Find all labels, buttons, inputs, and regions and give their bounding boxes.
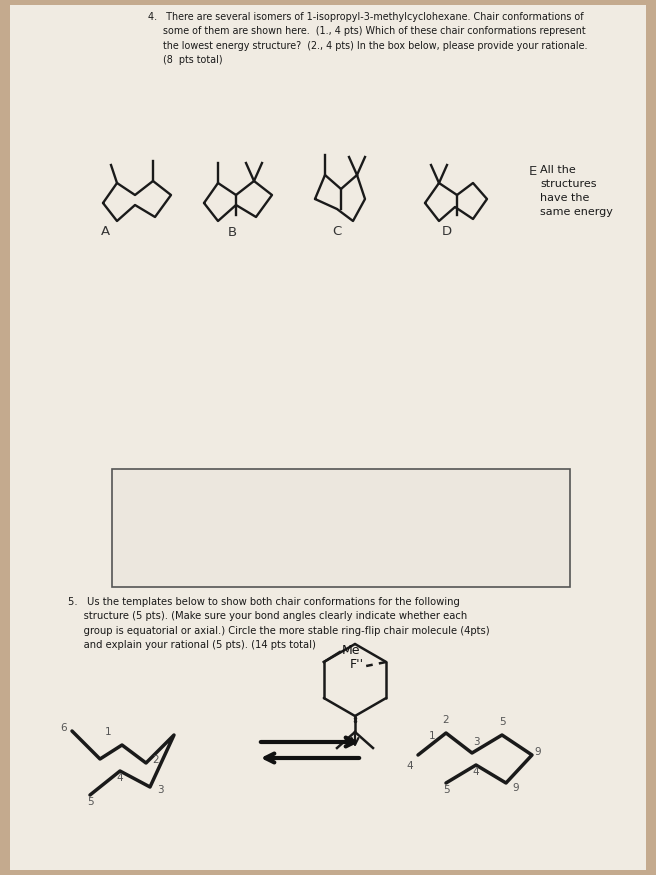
Text: E: E	[529, 165, 537, 178]
Text: 4: 4	[117, 773, 123, 783]
Text: 3: 3	[157, 785, 163, 795]
Text: 2: 2	[443, 715, 449, 725]
Text: 6: 6	[61, 723, 68, 733]
Text: 4: 4	[473, 767, 480, 777]
Text: 4: 4	[407, 761, 413, 771]
Text: 9: 9	[535, 747, 541, 757]
Text: 5.   Us the templates below to show both chair conformations for the following
 : 5. Us the templates below to show both c…	[68, 597, 489, 650]
Text: 4.   There are several isomers of 1-isopropyl-3-methylcyclohexane. Chair conform: 4. There are several isomers of 1-isopro…	[148, 12, 588, 66]
Text: All the
structures
have the
same energy: All the structures have the same energy	[540, 165, 613, 217]
Text: 2: 2	[153, 755, 159, 765]
Text: 5: 5	[499, 717, 505, 727]
Text: B: B	[228, 226, 237, 239]
Text: 5: 5	[443, 785, 449, 795]
Text: 9: 9	[513, 783, 520, 793]
Text: 1: 1	[428, 731, 436, 741]
Text: D: D	[442, 225, 452, 238]
FancyBboxPatch shape	[10, 5, 646, 870]
Text: 3: 3	[473, 737, 480, 747]
Text: F'': F''	[350, 659, 364, 671]
Text: C: C	[333, 225, 342, 238]
Text: Me: Me	[342, 645, 360, 657]
FancyBboxPatch shape	[112, 469, 570, 587]
Text: 5: 5	[87, 797, 93, 807]
Text: A: A	[100, 225, 110, 238]
Text: 1: 1	[105, 727, 112, 737]
